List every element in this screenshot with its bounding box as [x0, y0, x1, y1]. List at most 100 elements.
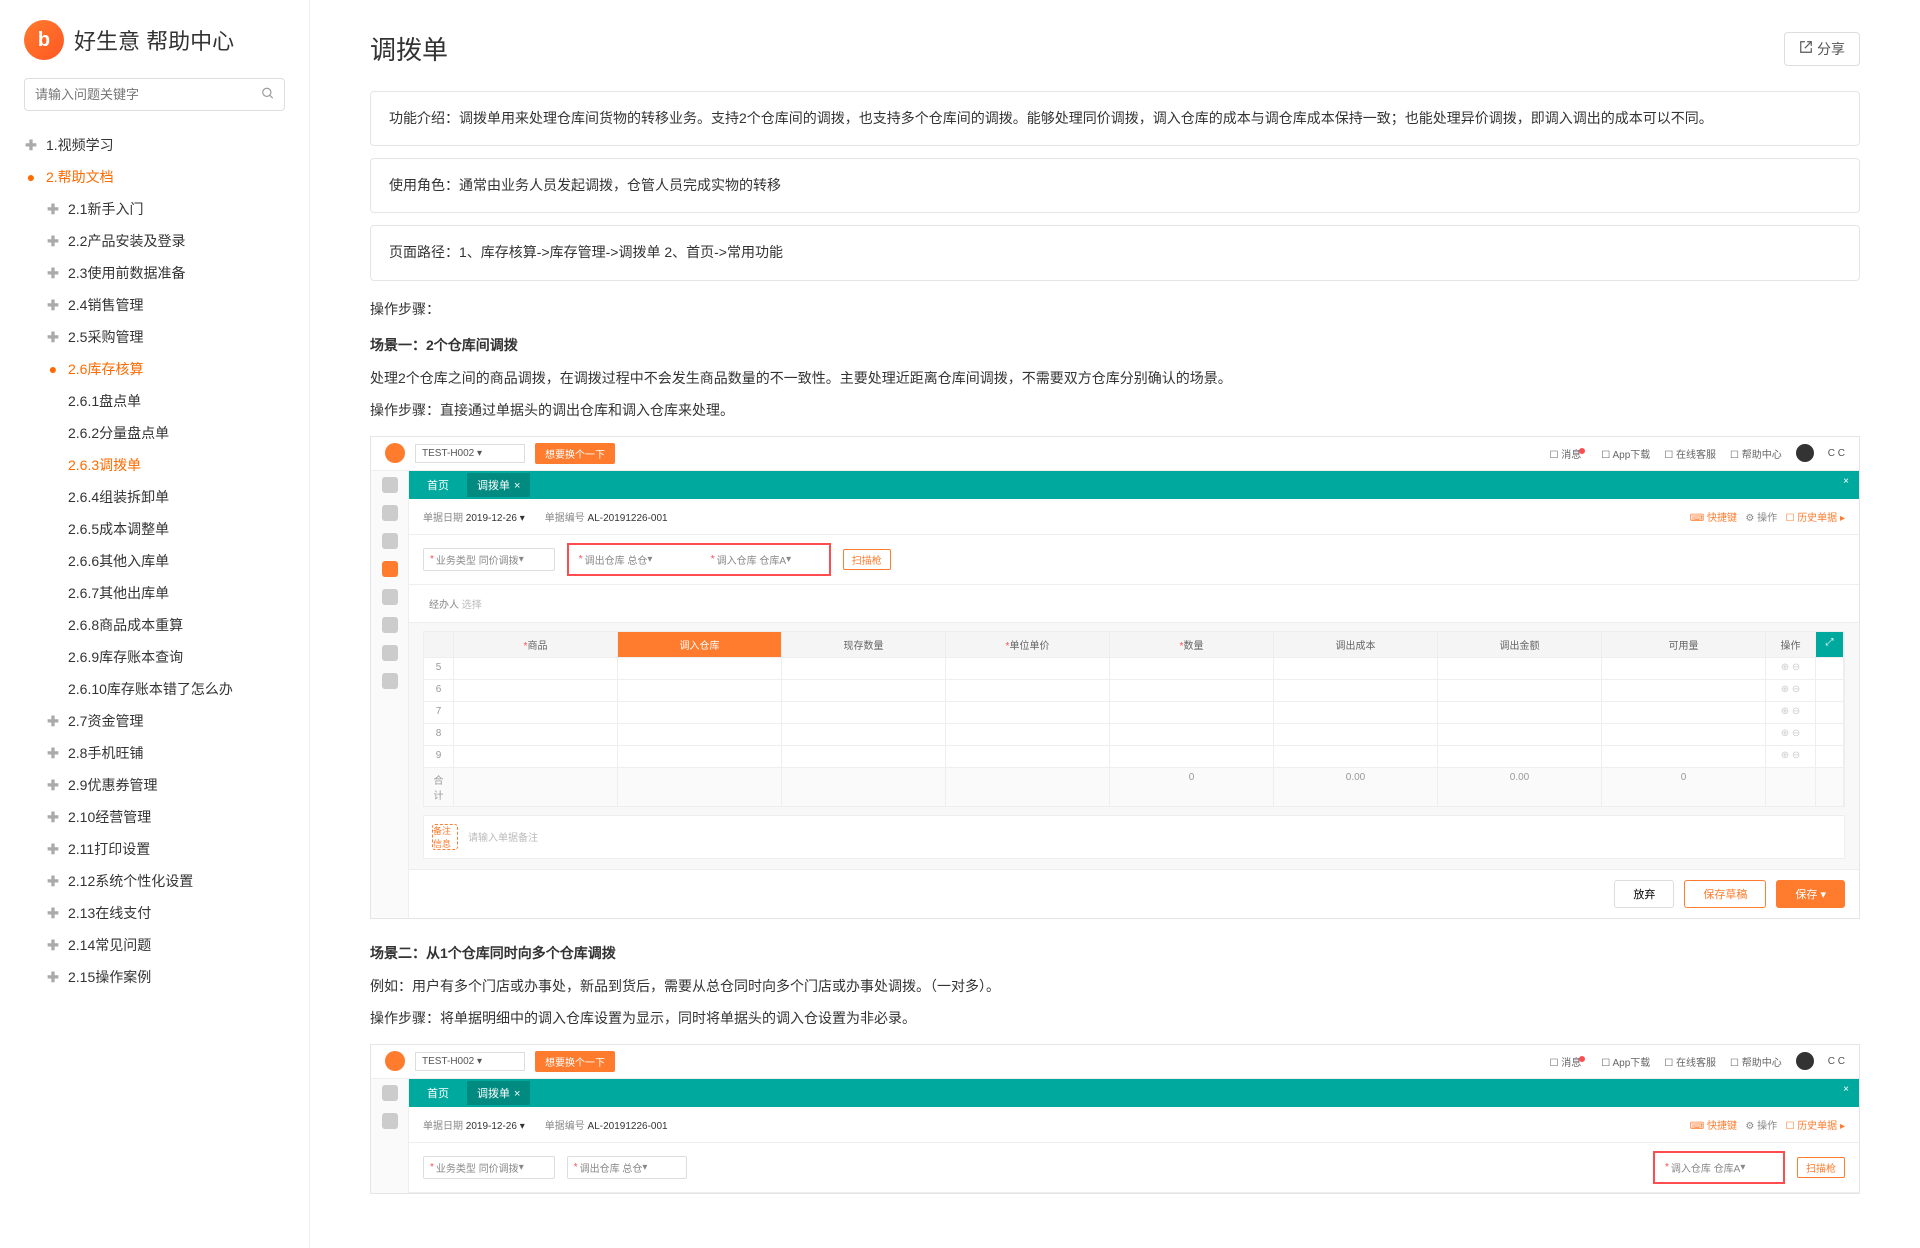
- steps-label: 操作步骤：: [370, 299, 1860, 319]
- nav-2-10[interactable]: ✚2.10经营管理: [24, 807, 301, 827]
- plus-icon: ✚: [24, 138, 38, 152]
- nav-2-6-6[interactable]: 2.6.6其他入库单: [24, 551, 301, 571]
- plus-icon: ✚: [46, 842, 60, 856]
- nav-tree: ✚1.视频学习 ●2.帮助文档 ✚2.1新手入门 ✚2.2产品安装及登录 ✚2.…: [0, 129, 309, 993]
- ss-footer: 放弃 保存草稿 保存 ▾: [409, 869, 1859, 918]
- ss-side-nav: [371, 471, 409, 918]
- ss-avatar-icon: [1796, 444, 1814, 462]
- nav-2-6-3[interactable]: 2.6.3调拨单: [24, 455, 301, 475]
- ss-topright: ☐ 消息 ☐ App下载 ☐ 在线客服 ☐ 帮助中心 C C: [1550, 444, 1845, 462]
- ss-form-row1: 单据日期 2019-12-26 ▾ 单据编号 AL-20191226-001 ⌨…: [409, 499, 1859, 535]
- ss-save-btn: 保存 ▾: [1776, 880, 1845, 908]
- nav-2-5[interactable]: ✚2.5采购管理: [24, 327, 301, 347]
- role-label: 使用角色：: [389, 177, 459, 193]
- nav-2-6-4[interactable]: 2.6.4组装拆卸单: [24, 487, 301, 507]
- ss-msg: ☐ 消息: [1550, 446, 1588, 461]
- ss-side-icon-active: [382, 561, 398, 577]
- ss-person: 经办人 选择: [423, 593, 512, 614]
- nav-2-4[interactable]: ✚2.4销售管理: [24, 295, 301, 315]
- ss-tenant-select: TEST-H002 ▾: [415, 1052, 525, 1071]
- plus-icon: ✚: [46, 810, 60, 824]
- scene2-p1: 例如：用户有多个门店或办事处，新品到货后，需要从总仓同时向多个门店或办事处调拨。…: [370, 973, 1860, 1000]
- plus-icon: ✚: [46, 970, 60, 984]
- ss-side-icon: [382, 589, 398, 605]
- plus-icon: ✚: [46, 298, 60, 312]
- nav-2-8[interactable]: ✚2.8手机旺铺: [24, 743, 301, 763]
- ss-biz-type: *业务类型 同价调拨 ▾: [423, 548, 555, 571]
- nav-2-3[interactable]: ✚2.3使用前数据准备: [24, 263, 301, 283]
- share-button[interactable]: 分享: [1784, 32, 1860, 66]
- ss-discard-btn: 放弃: [1614, 880, 1674, 908]
- search-input[interactable]: [24, 78, 285, 111]
- plus-icon: ✚: [46, 202, 60, 216]
- nav-help-docs[interactable]: ●2.帮助文档: [24, 167, 301, 187]
- ss-side-icon: [382, 533, 398, 549]
- role-box: 使用角色：通常由业务人员发起调拨，仓管人员完成实物的转移: [370, 158, 1860, 213]
- plus-icon: ✚: [46, 234, 60, 248]
- nav-2-9[interactable]: ✚2.9优惠券管理: [24, 775, 301, 795]
- title-row: 调拨单 分享: [370, 30, 1860, 67]
- nav-video-learning[interactable]: ✚1.视频学习: [24, 135, 301, 155]
- ss-close-icon: ×: [1839, 1083, 1853, 1097]
- nav-2-6-2[interactable]: 2.6.2分量盘点单: [24, 423, 301, 443]
- scene2-p2: 操作步骤：将单据明细中的调入仓库设置为显示，同时将单据头的调入仓设置为非必录。: [370, 1005, 1860, 1032]
- nav-2-6-8[interactable]: 2.6.8商品成本重算: [24, 615, 301, 635]
- scene1-p1: 处理2个仓库之间的商品调拨，在调拨过程中不会发生商品数量的不一致性。主要处理近距…: [370, 365, 1860, 392]
- nav-2-6-7[interactable]: 2.6.7其他出库单: [24, 583, 301, 603]
- ss-try-button: 想要换个一下: [535, 1051, 615, 1072]
- ss-tab-home: 首页: [417, 473, 459, 497]
- site-title: 好生意 帮助中心: [74, 24, 234, 56]
- ss-scan-btn: 扫描枪: [843, 549, 891, 570]
- ss-try-button: 想要换个一下: [535, 443, 615, 464]
- page-title: 调拨单: [370, 30, 448, 67]
- ss-table: *商品 调入仓库 现存数量 *单位单价 *数量 调出成本 调出金额 可用量 操作…: [423, 631, 1845, 807]
- nav-2-2[interactable]: ✚2.2产品安装及登录: [24, 231, 301, 251]
- nav-2-1[interactable]: ✚2.1新手入门: [24, 199, 301, 219]
- search-icon[interactable]: [261, 86, 275, 103]
- screenshot-1: TEST-H002 ▾ 想要换个一下 ☐ 消息 ☐ App下载 ☐ 在线客服 ☐…: [370, 436, 1860, 919]
- ss-side-nav: [371, 1079, 409, 1193]
- nav-2-6-1[interactable]: 2.6.1盘点单: [24, 391, 301, 411]
- scene1-title: 场景一：2个仓库间调拨: [370, 335, 1860, 355]
- nav-2-6[interactable]: ●2.6库存核算: [24, 359, 301, 379]
- ss-tabs: 首页 调拨单×: [409, 471, 1859, 499]
- main-content: 调拨单 分享 功能介绍：调拨单用来处理仓库间货物的转移业务。支持2个仓库间的调拨…: [310, 0, 1920, 1248]
- ss-topbar: TEST-H002 ▾ 想要换个一下 ☐ 消息 ☐ App下载 ☐ 在线客服 ☐…: [371, 1045, 1859, 1079]
- nav-2-6-5[interactable]: 2.6.5成本调整单: [24, 519, 301, 539]
- expand-icon: ⤢: [1816, 632, 1844, 657]
- role-text: 通常由业务人员发起调拨，仓管人员完成实物的转移: [459, 177, 781, 193]
- plus-icon: ✚: [46, 778, 60, 792]
- path-label: 页面路径：: [389, 244, 459, 260]
- intro-box: 功能介绍：调拨单用来处理仓库间货物的转移业务。支持2个仓库间的调拨，也支持多个仓…: [370, 91, 1860, 146]
- nav-2-13[interactable]: ✚2.13在线支付: [24, 903, 301, 923]
- logo-icon: b: [24, 20, 64, 60]
- minus-icon: ●: [46, 362, 60, 376]
- ss-side-icon: [382, 673, 398, 689]
- path-box: 页面路径：1、库存核算->库存管理->调拨单 2、首页->常用功能: [370, 225, 1860, 280]
- plus-icon: ✚: [46, 714, 60, 728]
- screenshot-2: TEST-H002 ▾ 想要换个一下 ☐ 消息 ☐ App下载 ☐ 在线客服 ☐…: [370, 1044, 1860, 1194]
- ss-side-icon: [382, 505, 398, 521]
- plus-icon: ✚: [46, 874, 60, 888]
- nav-2-6-10[interactable]: 2.6.10库存账本错了怎么办: [24, 679, 301, 699]
- nav-2-14[interactable]: ✚2.14常见问题: [24, 935, 301, 955]
- ss-draft-btn: 保存草稿: [1684, 880, 1766, 908]
- nav-2-11[interactable]: ✚2.11打印设置: [24, 839, 301, 859]
- ss-topright: ☐ 消息 ☐ App下载 ☐ 在线客服 ☐ 帮助中心 C C: [1550, 1052, 1845, 1070]
- ss-help: ☐ 帮助中心: [1730, 446, 1782, 461]
- ss-remark: 备注信息 请输入单据备注: [423, 815, 1845, 859]
- scene2-title: 场景二：从1个仓库同时向多个仓库调拨: [370, 943, 1860, 963]
- ss-side-icon: [382, 617, 398, 633]
- scene1-p2: 操作步骤：直接通过单据头的调出仓库和调入仓库来处理。: [370, 397, 1860, 424]
- ss-app: ☐ App下载: [1601, 446, 1650, 461]
- nav-2-6-9[interactable]: 2.6.9库存账本查询: [24, 647, 301, 667]
- plus-icon: ✚: [46, 746, 60, 760]
- nav-2-12[interactable]: ✚2.12系统个性化设置: [24, 871, 301, 891]
- ss-logo-icon: [385, 443, 405, 463]
- nav-2-15[interactable]: ✚2.15操作案例: [24, 967, 301, 987]
- ss-wh-group: *调出仓库 总仓 ▾ *调入仓库 仓库A ▾: [567, 543, 831, 576]
- remark-icon: 备注信息: [432, 824, 458, 850]
- nav-2-7[interactable]: ✚2.7资金管理: [24, 711, 301, 731]
- ss-tab-doc: 调拨单×: [467, 473, 530, 497]
- plus-icon: ✚: [46, 266, 60, 280]
